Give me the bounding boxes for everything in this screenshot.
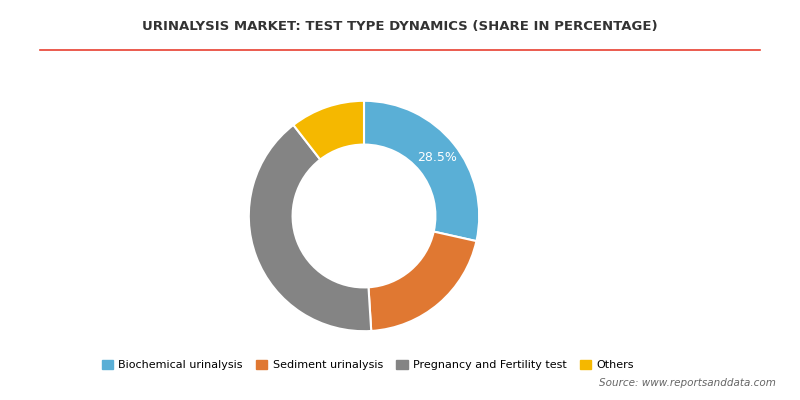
Wedge shape [369, 232, 477, 331]
Text: 28.5%: 28.5% [417, 151, 457, 164]
Wedge shape [249, 125, 371, 331]
Wedge shape [294, 101, 364, 160]
Circle shape [293, 144, 435, 288]
Wedge shape [364, 101, 479, 241]
Legend: Biochemical urinalysis, Sediment urinalysis, Pregnancy and Fertility test, Other: Biochemical urinalysis, Sediment urinaly… [98, 355, 638, 374]
Text: Source: www.reportsanddata.com: Source: www.reportsanddata.com [599, 378, 776, 388]
Text: URINALYSIS MARKET: TEST TYPE DYNAMICS (SHARE IN PERCENTAGE): URINALYSIS MARKET: TEST TYPE DYNAMICS (S… [142, 20, 658, 33]
